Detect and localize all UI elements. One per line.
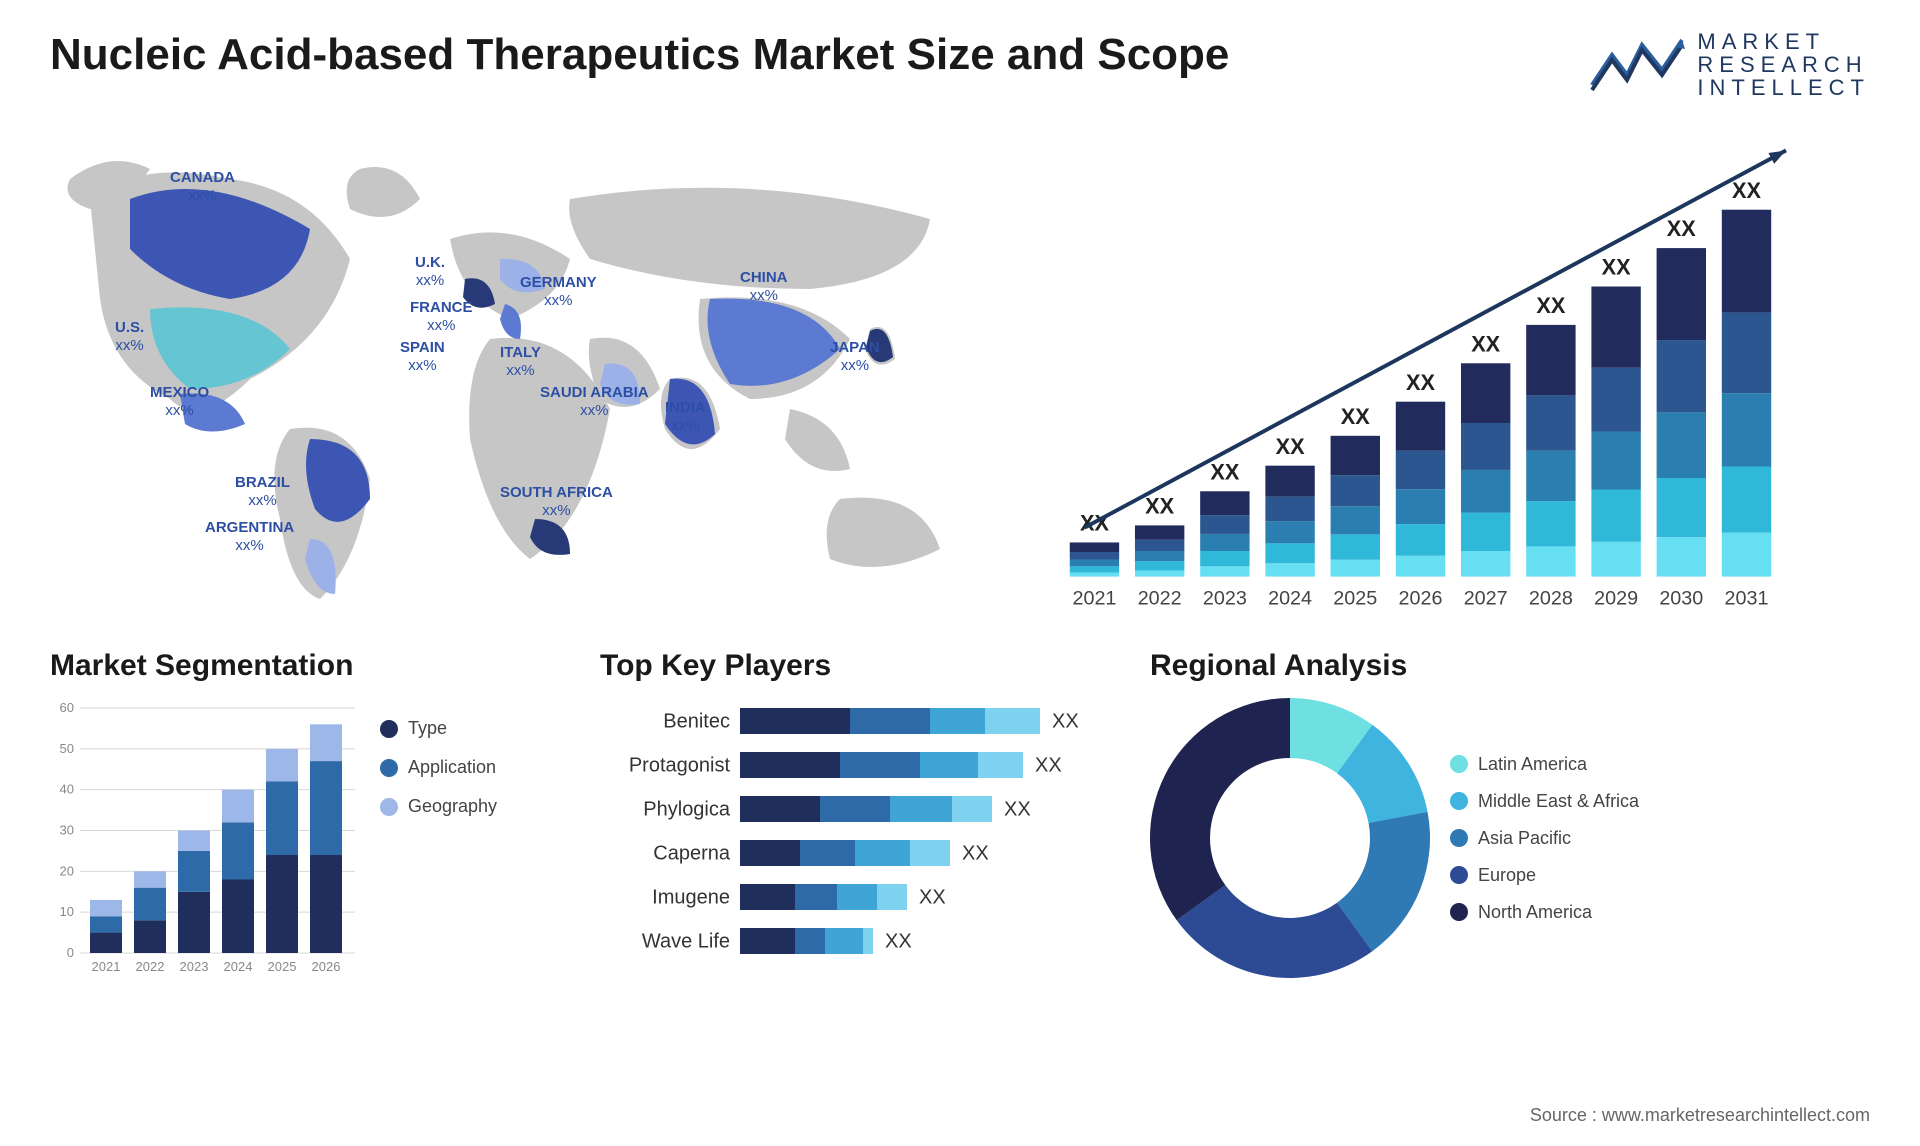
svg-text:Imugene: Imugene (652, 887, 730, 909)
legend-item: North America (1450, 902, 1639, 923)
regional-panel: Regional Analysis Latin America Middle Ea… (1150, 649, 1870, 978)
logo-line2: RESEARCH (1697, 53, 1870, 76)
svg-text:XX: XX (1341, 404, 1370, 429)
header: Nucleic Acid-based Therapeutics Market S… (50, 30, 1870, 99)
svg-text:XX: XX (1035, 755, 1062, 777)
map-label: CANADAxx% (170, 169, 235, 204)
svg-text:XX: XX (1210, 460, 1239, 485)
top-row: CANADAxx% U.S.xx% MEXICOxx% BRAZILxx% ARGENT… (50, 139, 1870, 619)
svg-text:2022: 2022 (136, 959, 165, 974)
svg-text:2025: 2025 (268, 959, 297, 974)
map-label: CHINAxx% (740, 269, 788, 304)
svg-text:2028: 2028 (1529, 588, 1573, 610)
svg-text:2024: 2024 (1268, 588, 1312, 610)
svg-text:2025: 2025 (1333, 588, 1377, 610)
svg-text:2024: 2024 (224, 959, 253, 974)
svg-text:2021: 2021 (1072, 588, 1116, 610)
svg-text:XX: XX (1052, 711, 1079, 733)
legend-item: Asia Pacific (1450, 828, 1639, 849)
map-svg (50, 139, 1010, 619)
svg-text:XX: XX (1602, 255, 1631, 280)
svg-text:2023: 2023 (1203, 588, 1247, 610)
map-label: INDIAxx% (665, 399, 706, 434)
map-label: GERMANYxx% (520, 274, 597, 309)
legend-item: Middle East & Africa (1450, 791, 1639, 812)
map-label: U.K.xx% (415, 254, 445, 289)
svg-text:2031: 2031 (1725, 588, 1769, 610)
svg-text:Phylogica: Phylogica (643, 799, 731, 821)
segmentation-title: Market Segmentation (50, 649, 570, 683)
segmentation-legend: Type Application Geography (380, 718, 497, 978)
svg-text:2023: 2023 (180, 959, 209, 974)
svg-text:XX: XX (1667, 217, 1696, 242)
svg-text:Protagonist: Protagonist (629, 755, 731, 777)
segmentation-chart: 0 10 20 30 40 50 60 2021 2022 2023 2024 2025 2026 (50, 698, 360, 978)
players-chart: Benitec XX Protagonist XX Phylogica XX Caperna… (600, 698, 1120, 978)
map-label: MEXICOxx% (150, 384, 209, 419)
svg-text:30: 30 (60, 823, 74, 838)
segmentation-panel: Market Segmentation 0 10 20 30 40 50 60 2021 202… (50, 649, 570, 978)
svg-text:XX: XX (1276, 434, 1305, 459)
svg-text:50: 50 (60, 741, 74, 756)
legend-item: Application (380, 757, 497, 778)
regional-donut (1150, 698, 1430, 978)
svg-text:60: 60 (60, 700, 74, 715)
logo: MARKET RESEARCH INTELLECT (1587, 30, 1870, 99)
regional-title: Regional Analysis (1150, 649, 1870, 683)
map-label: JAPANxx% (830, 339, 880, 374)
svg-text:XX: XX (1471, 332, 1500, 357)
svg-text:XX: XX (962, 843, 989, 865)
svg-text:XX: XX (1004, 799, 1031, 821)
svg-text:2026: 2026 (1399, 588, 1443, 610)
svg-text:2027: 2027 (1464, 588, 1508, 610)
players-panel: Top Key Players Benitec XX Protagonist XX Ph… (600, 649, 1120, 978)
svg-text:Wave Life: Wave Life (642, 931, 730, 953)
svg-text:2026: 2026 (312, 959, 341, 974)
svg-text:XX: XX (1732, 178, 1761, 203)
legend-item: Geography (380, 796, 497, 817)
svg-text:XX: XX (1145, 494, 1174, 519)
logo-line3: INTELLECT (1697, 76, 1870, 99)
svg-text:10: 10 (60, 904, 74, 919)
players-title: Top Key Players (600, 649, 1120, 683)
legend-item: Type (380, 718, 497, 739)
logo-text: MARKET RESEARCH INTELLECT (1697, 30, 1870, 99)
logo-line1: MARKET (1697, 30, 1870, 53)
legend-item: Europe (1450, 865, 1639, 886)
map-label: SAUDI ARABIAxx% (540, 384, 649, 419)
svg-text:2021: 2021 (92, 959, 121, 974)
svg-text:XX: XX (919, 887, 946, 909)
svg-text:XX: XX (1536, 293, 1565, 318)
svg-text:40: 40 (60, 782, 74, 797)
map-label: BRAZILxx% (235, 474, 290, 509)
svg-text:2029: 2029 (1594, 588, 1638, 610)
svg-text:XX: XX (885, 931, 912, 953)
main-bar-chart: XX 2021 XX 2022 XX 2023 XX 2024 XX 2025 XX 2026 XX 20… (1050, 139, 1870, 619)
map-label: SOUTH AFRICAxx% (500, 484, 613, 519)
map-label: U.S.xx% (115, 319, 144, 354)
regional-legend: Latin America Middle East & Africa Asia Pa… (1450, 754, 1639, 923)
bottom-row: Market Segmentation 0 10 20 30 40 50 60 2021 202… (50, 649, 1870, 978)
svg-text:20: 20 (60, 864, 74, 879)
svg-text:Benitec: Benitec (663, 711, 730, 733)
map-label: SPAINxx% (400, 339, 445, 374)
map-label: ITALYxx% (500, 344, 541, 379)
world-map: CANADAxx% U.S.xx% MEXICOxx% BRAZILxx% ARGENT… (50, 139, 1010, 619)
map-label: FRANCExx% (410, 299, 473, 334)
svg-text:Caperna: Caperna (653, 843, 731, 865)
map-label: ARGENTINAxx% (205, 519, 294, 554)
legend-item: Latin America (1450, 754, 1639, 775)
svg-text:0: 0 (67, 945, 74, 960)
logo-icon (1587, 35, 1687, 95)
source-text: Source : www.marketresearchintellect.com (1530, 1105, 1870, 1126)
svg-text:2030: 2030 (1659, 588, 1703, 610)
svg-text:2022: 2022 (1138, 588, 1182, 610)
page-title: Nucleic Acid-based Therapeutics Market S… (50, 30, 1229, 80)
svg-text:XX: XX (1406, 370, 1435, 395)
